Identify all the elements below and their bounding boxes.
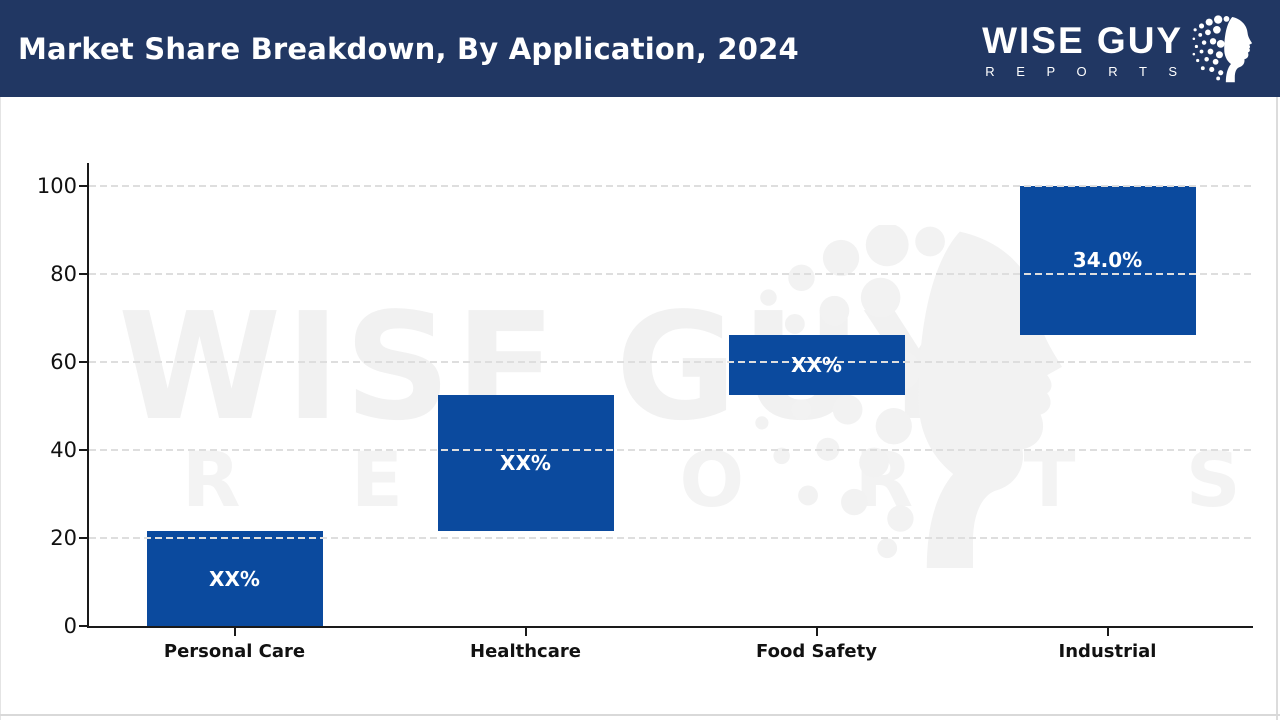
x-tick-label-healthcare: Healthcare <box>470 641 581 662</box>
bar-label-healthcare: XX% <box>500 451 551 475</box>
y-tick-0 <box>79 625 87 627</box>
right-edge-line <box>1276 97 1278 720</box>
bar-label-personal-care: XX% <box>209 566 260 591</box>
x-axis-line <box>87 626 1253 628</box>
bottom-edge-line <box>0 714 1280 716</box>
logo-face-icon <box>1190 10 1254 92</box>
gridline-60 <box>89 360 1253 363</box>
chart-area: WISE GUY R E P O R T S 0 20 40 60 80 100 XX% Pe… <box>0 97 1280 720</box>
y-axis-line <box>87 163 89 628</box>
y-tick-20 <box>79 536 87 539</box>
bar-food-safety <box>728 335 905 395</box>
y-tick-label-100: 100 <box>36 173 77 198</box>
y-tick-label-80: 80 <box>50 261 77 286</box>
y-tick-label-40: 40 <box>50 437 77 462</box>
bar-label-food-safety: XX% <box>791 353 842 377</box>
gridline-80 <box>89 272 1253 275</box>
x-tick-label-food-safety: Food Safety <box>756 641 877 662</box>
y-tick-label-20: 20 <box>50 525 77 550</box>
x-tick-industrial <box>1106 628 1109 636</box>
gridline-40 <box>89 448 1253 451</box>
y-tick-100 <box>79 184 87 187</box>
y-tick-label-60: 60 <box>50 349 77 374</box>
logo-text: WISE GUY R E P O R T S <box>979 22 1186 79</box>
plot: 0 20 40 60 80 100 XX% Personal Care XX% Healthcar… <box>0 97 1280 720</box>
y-tick-80 <box>79 272 87 275</box>
bar-healthcare <box>437 394 614 532</box>
watermark-subtitle: R E P O R T S <box>182 435 1280 524</box>
x-tick-healthcare <box>524 628 527 636</box>
y-tick-40 <box>79 448 87 451</box>
x-tick-personal-care <box>233 628 236 636</box>
left-edge-line <box>0 97 1 720</box>
logo-wordmark: WISE GUY <box>982 20 1184 61</box>
x-tick-label-industrial: Industrial <box>1058 641 1157 662</box>
x-tick-label-personal-care: Personal Care <box>163 641 306 662</box>
gridline-100 <box>89 184 1253 187</box>
chart-title: Market Share Breakdown, By Application, … <box>18 31 799 66</box>
bar-label-industrial: 34.0% <box>1072 248 1143 273</box>
logo-subtitle: R E P O R T S <box>985 64 1186 79</box>
x-tick-food-safety <box>815 628 818 636</box>
gridline-20 <box>89 536 1253 539</box>
bar-personal-care <box>146 531 323 626</box>
y-tick-label-0: 0 <box>63 614 77 638</box>
wise-guy-logo: WISE GUY R E P O R T S <box>979 10 1254 92</box>
bar-industrial <box>1019 185 1196 336</box>
y-tick-60 <box>79 360 87 363</box>
header-bar: Market Share Breakdown, By Application, … <box>0 0 1280 97</box>
